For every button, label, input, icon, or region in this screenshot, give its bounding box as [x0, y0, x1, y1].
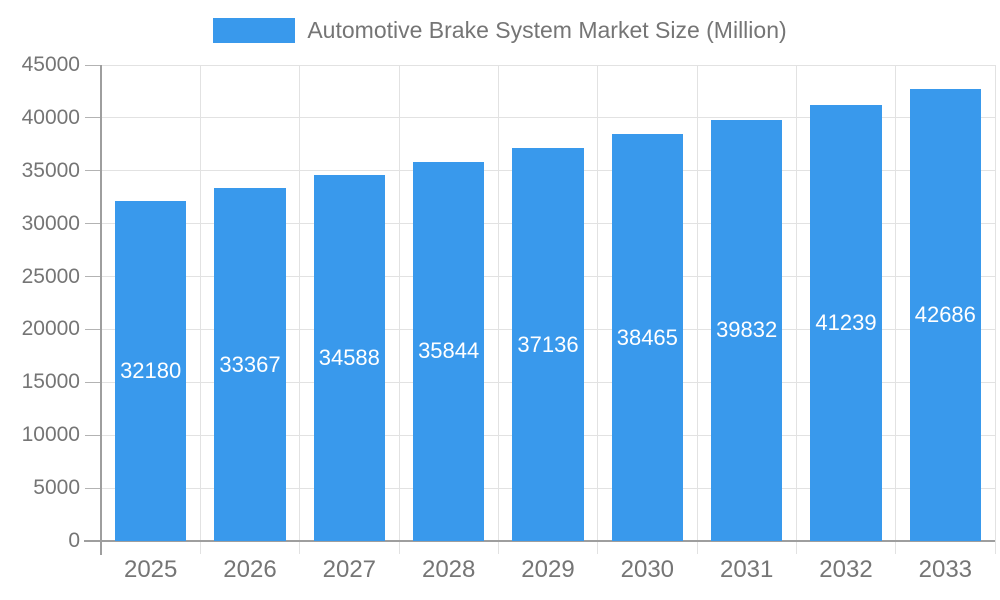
bar: 37136 [512, 148, 584, 541]
h-gridline [101, 117, 995, 119]
y-tick [85, 276, 101, 278]
bar: 35844 [412, 161, 485, 541]
bar: 38465 [611, 134, 684, 541]
v-gridline [597, 65, 599, 554]
x-tick-label: 2029 [521, 556, 575, 583]
y-tick-label: 0 [68, 529, 80, 552]
plot-area: 32180 33367 34588 35844 37136 38465 39832 41239… [84, 64, 996, 555]
h-gridline [101, 64, 995, 66]
x-tick-label: 2027 [322, 556, 377, 583]
bar-value-label: 42686 [914, 302, 976, 328]
bar-value-label: 34588 [318, 345, 380, 371]
legend-swatch [213, 18, 296, 43]
y-tick-label: 25000 [21, 264, 80, 288]
bar-value-label: 32180 [120, 357, 182, 383]
y-tick [85, 328, 101, 330]
v-gridline [696, 65, 698, 554]
y-tick-label: 5000 [33, 476, 80, 500]
y-tick [85, 223, 101, 225]
x-tick-label: 2028 [421, 556, 476, 583]
v-gridline [199, 65, 201, 554]
bar: 32180 [114, 200, 187, 541]
v-gridline [299, 65, 301, 554]
bar: 42686 [909, 89, 982, 541]
y-tick [85, 487, 101, 489]
y-tick-label: 15000 [21, 370, 80, 394]
bar-value-label: 39832 [716, 317, 778, 343]
bar: 39832 [710, 119, 783, 541]
y-tick-label: 20000 [21, 317, 80, 341]
y-tick [85, 434, 101, 436]
y-tick [85, 381, 101, 383]
y-tick [85, 170, 101, 172]
v-gridline [895, 65, 897, 554]
x-tick-label: 2025 [123, 556, 178, 583]
x-tick-label: 2030 [620, 556, 675, 583]
y-tick-label: 45000 [21, 53, 80, 76]
bar: 34588 [313, 175, 386, 541]
chart-legend: Automotive Brake System Market Size (Mil… [0, 18, 1000, 43]
legend-label: Automotive Brake System Market Size (Mil… [307, 17, 787, 43]
v-gridline [994, 65, 996, 554]
y-tick [85, 117, 101, 119]
x-tick-label: 2032 [819, 556, 873, 583]
y-axis-line [100, 65, 102, 555]
x-axis-line [84, 540, 995, 542]
bar-value-label: 33367 [219, 351, 281, 377]
bar: 41239 [810, 104, 882, 541]
bar-value-label: 35844 [418, 338, 480, 364]
bar-value-label: 37136 [517, 331, 579, 357]
y-tick-label: 35000 [21, 158, 80, 182]
y-tick-label: 10000 [21, 423, 80, 447]
x-tick-label: 2033 [918, 556, 973, 583]
bar: 33367 [214, 188, 286, 541]
v-gridline [497, 65, 499, 554]
y-tick-label: 30000 [21, 211, 80, 235]
x-tick-label: 2031 [719, 556, 774, 583]
v-gridline [398, 65, 400, 554]
bar-value-label: 38465 [616, 324, 678, 350]
bar-value-label: 41239 [815, 309, 877, 335]
y-tick-label: 40000 [21, 105, 80, 129]
v-gridline [795, 65, 797, 554]
y-tick [85, 64, 101, 66]
x-tick-label: 2026 [223, 556, 277, 583]
